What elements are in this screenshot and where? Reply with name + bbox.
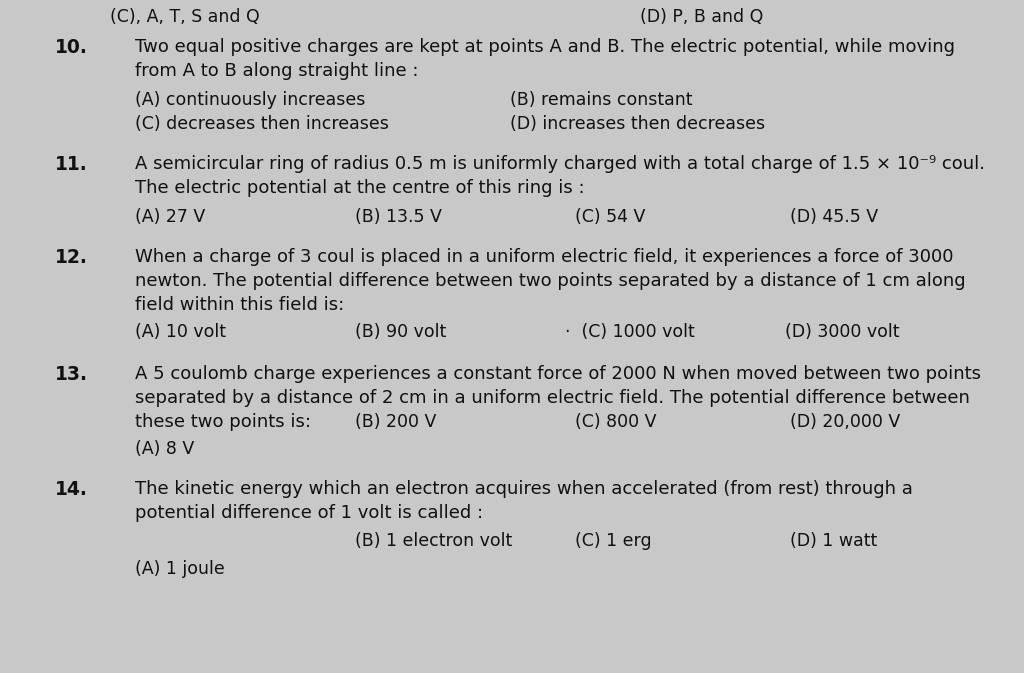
Text: (C) 1 erg: (C) 1 erg — [575, 532, 651, 550]
Text: 14.: 14. — [55, 480, 88, 499]
Text: these two points is:: these two points is: — [135, 413, 311, 431]
Text: (C), A, T, S and Q: (C), A, T, S and Q — [110, 8, 260, 26]
Text: (A) 1 joule: (A) 1 joule — [135, 560, 224, 578]
Text: (B) remains constant: (B) remains constant — [510, 91, 692, 109]
Text: (B) 200 V: (B) 200 V — [355, 413, 436, 431]
Text: separated by a distance of 2 cm in a uniform electric field. The potential diffe: separated by a distance of 2 cm in a uni… — [135, 389, 970, 407]
Text: from A to B along straight line :: from A to B along straight line : — [135, 62, 419, 80]
Text: newton. The potential difference between two points separated by a distance of 1: newton. The potential difference between… — [135, 272, 966, 290]
Text: potential difference of 1 volt is called :: potential difference of 1 volt is called… — [135, 504, 483, 522]
Text: (A) 10 volt: (A) 10 volt — [135, 323, 226, 341]
Text: (B) 90 volt: (B) 90 volt — [355, 323, 446, 341]
Text: 10.: 10. — [55, 38, 88, 57]
Text: (A) 27 V: (A) 27 V — [135, 208, 205, 226]
Text: (D) increases then decreases: (D) increases then decreases — [510, 115, 765, 133]
Text: ·  (C) 1000 volt: · (C) 1000 volt — [565, 323, 694, 341]
Text: 11.: 11. — [55, 155, 88, 174]
Text: (D) 1 watt: (D) 1 watt — [790, 532, 878, 550]
Text: 13.: 13. — [55, 365, 88, 384]
Text: (B) 1 electron volt: (B) 1 electron volt — [355, 532, 512, 550]
Text: (C) 800 V: (C) 800 V — [575, 413, 656, 431]
Text: (D) 3000 volt: (D) 3000 volt — [785, 323, 899, 341]
Text: (C) 54 V: (C) 54 V — [575, 208, 645, 226]
Text: A 5 coulomb charge experiences a constant force of 2000 N when moved between two: A 5 coulomb charge experiences a constan… — [135, 365, 981, 383]
Text: (C) decreases then increases: (C) decreases then increases — [135, 115, 389, 133]
Text: The electric potential at the centre of this ring is :: The electric potential at the centre of … — [135, 179, 585, 197]
Text: The kinetic energy which an electron acquires when accelerated (from rest) throu: The kinetic energy which an electron acq… — [135, 480, 912, 498]
Text: (D) P, B and Q: (D) P, B and Q — [640, 8, 763, 26]
Text: (A) continuously increases: (A) continuously increases — [135, 91, 366, 109]
Text: (D) 20,000 V: (D) 20,000 V — [790, 413, 900, 431]
Text: (B) 13.5 V: (B) 13.5 V — [355, 208, 442, 226]
Text: Two equal positive charges are kept at points A and B. The electric potential, w: Two equal positive charges are kept at p… — [135, 38, 955, 56]
Text: When a charge of 3 coul is placed in a uniform electric field, it experiences a : When a charge of 3 coul is placed in a u… — [135, 248, 953, 266]
Text: (A) 8 V: (A) 8 V — [135, 440, 195, 458]
Text: (D) 45.5 V: (D) 45.5 V — [790, 208, 879, 226]
Text: A semicircular ring of radius 0.5 m is uniformly charged with a total charge of : A semicircular ring of radius 0.5 m is u… — [135, 155, 985, 173]
Text: field within this field is:: field within this field is: — [135, 296, 344, 314]
Text: 12.: 12. — [55, 248, 88, 267]
